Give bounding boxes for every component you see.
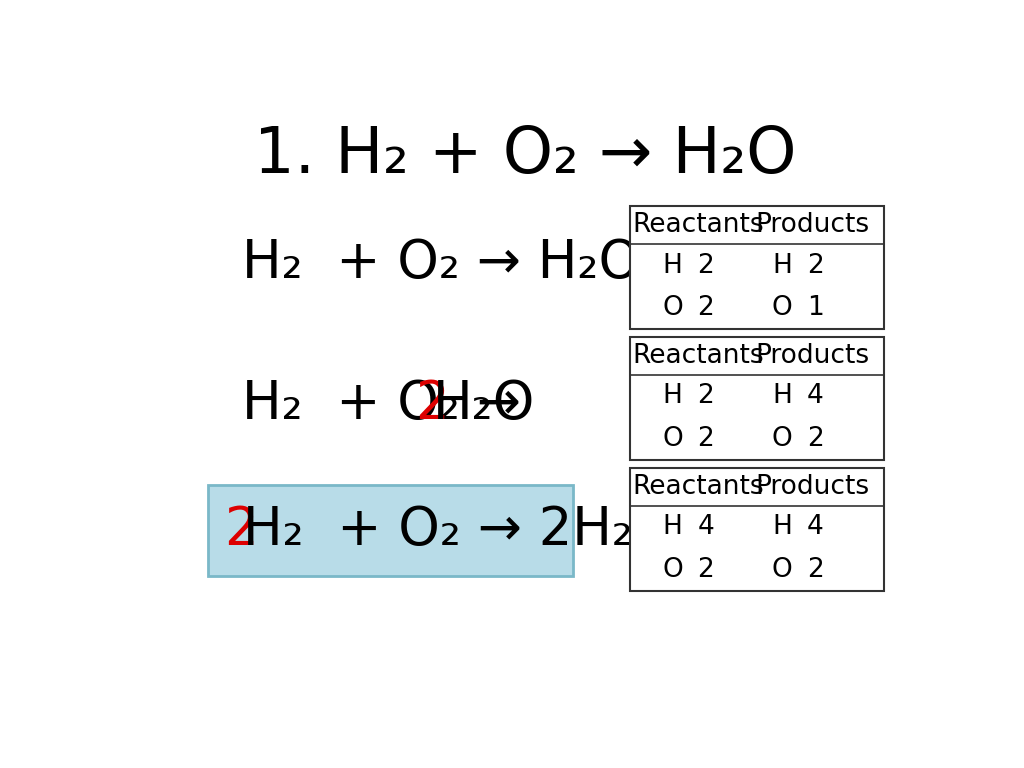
Text: 4: 4 — [807, 515, 823, 541]
Text: H₂O: H₂O — [433, 378, 536, 430]
FancyBboxPatch shape — [208, 485, 573, 576]
Bar — [630, 206, 884, 329]
Text: 2: 2 — [697, 557, 714, 583]
Text: 2: 2 — [807, 426, 823, 452]
Text: 2: 2 — [697, 253, 714, 279]
Text: H: H — [772, 383, 792, 409]
Text: 1. H₂ + O₂ → H₂O: 1. H₂ + O₂ → H₂O — [254, 124, 796, 187]
Text: Products: Products — [756, 212, 869, 238]
Text: 4: 4 — [807, 383, 823, 409]
Text: 2: 2 — [697, 295, 714, 321]
Text: H: H — [772, 515, 792, 541]
Text: H: H — [663, 253, 683, 279]
Text: O: O — [663, 426, 683, 452]
Text: H₂  + O₂ →: H₂ + O₂ → — [243, 378, 538, 430]
Text: O: O — [772, 426, 793, 452]
Text: 2: 2 — [697, 426, 714, 452]
Text: 4: 4 — [697, 515, 714, 541]
Bar — [630, 468, 884, 591]
Text: Products: Products — [756, 343, 869, 369]
Text: H₂  + O₂ →: H₂ + O₂ → — [243, 378, 538, 430]
Text: 2: 2 — [807, 253, 823, 279]
Text: 2: 2 — [224, 505, 258, 556]
Text: O: O — [772, 557, 793, 583]
Text: O: O — [663, 557, 683, 583]
Text: O: O — [772, 295, 793, 321]
Text: H₂  + O₂ → H₂O: H₂ + O₂ → H₂O — [243, 237, 640, 289]
Bar — [630, 337, 884, 460]
Text: Reactants: Reactants — [632, 212, 764, 238]
Text: 2: 2 — [416, 378, 449, 430]
Text: 2: 2 — [807, 557, 823, 583]
Text: O: O — [663, 295, 683, 321]
Text: Reactants: Reactants — [632, 343, 764, 369]
Text: 1: 1 — [807, 295, 823, 321]
Text: H: H — [772, 253, 792, 279]
Text: H: H — [663, 383, 683, 409]
Text: H₂  + O₂ → 2H₂O: H₂ + O₂ → 2H₂O — [243, 505, 675, 556]
Text: Products: Products — [756, 474, 869, 500]
Text: Reactants: Reactants — [632, 474, 764, 500]
Text: 2: 2 — [697, 383, 714, 409]
Text: H: H — [663, 515, 683, 541]
